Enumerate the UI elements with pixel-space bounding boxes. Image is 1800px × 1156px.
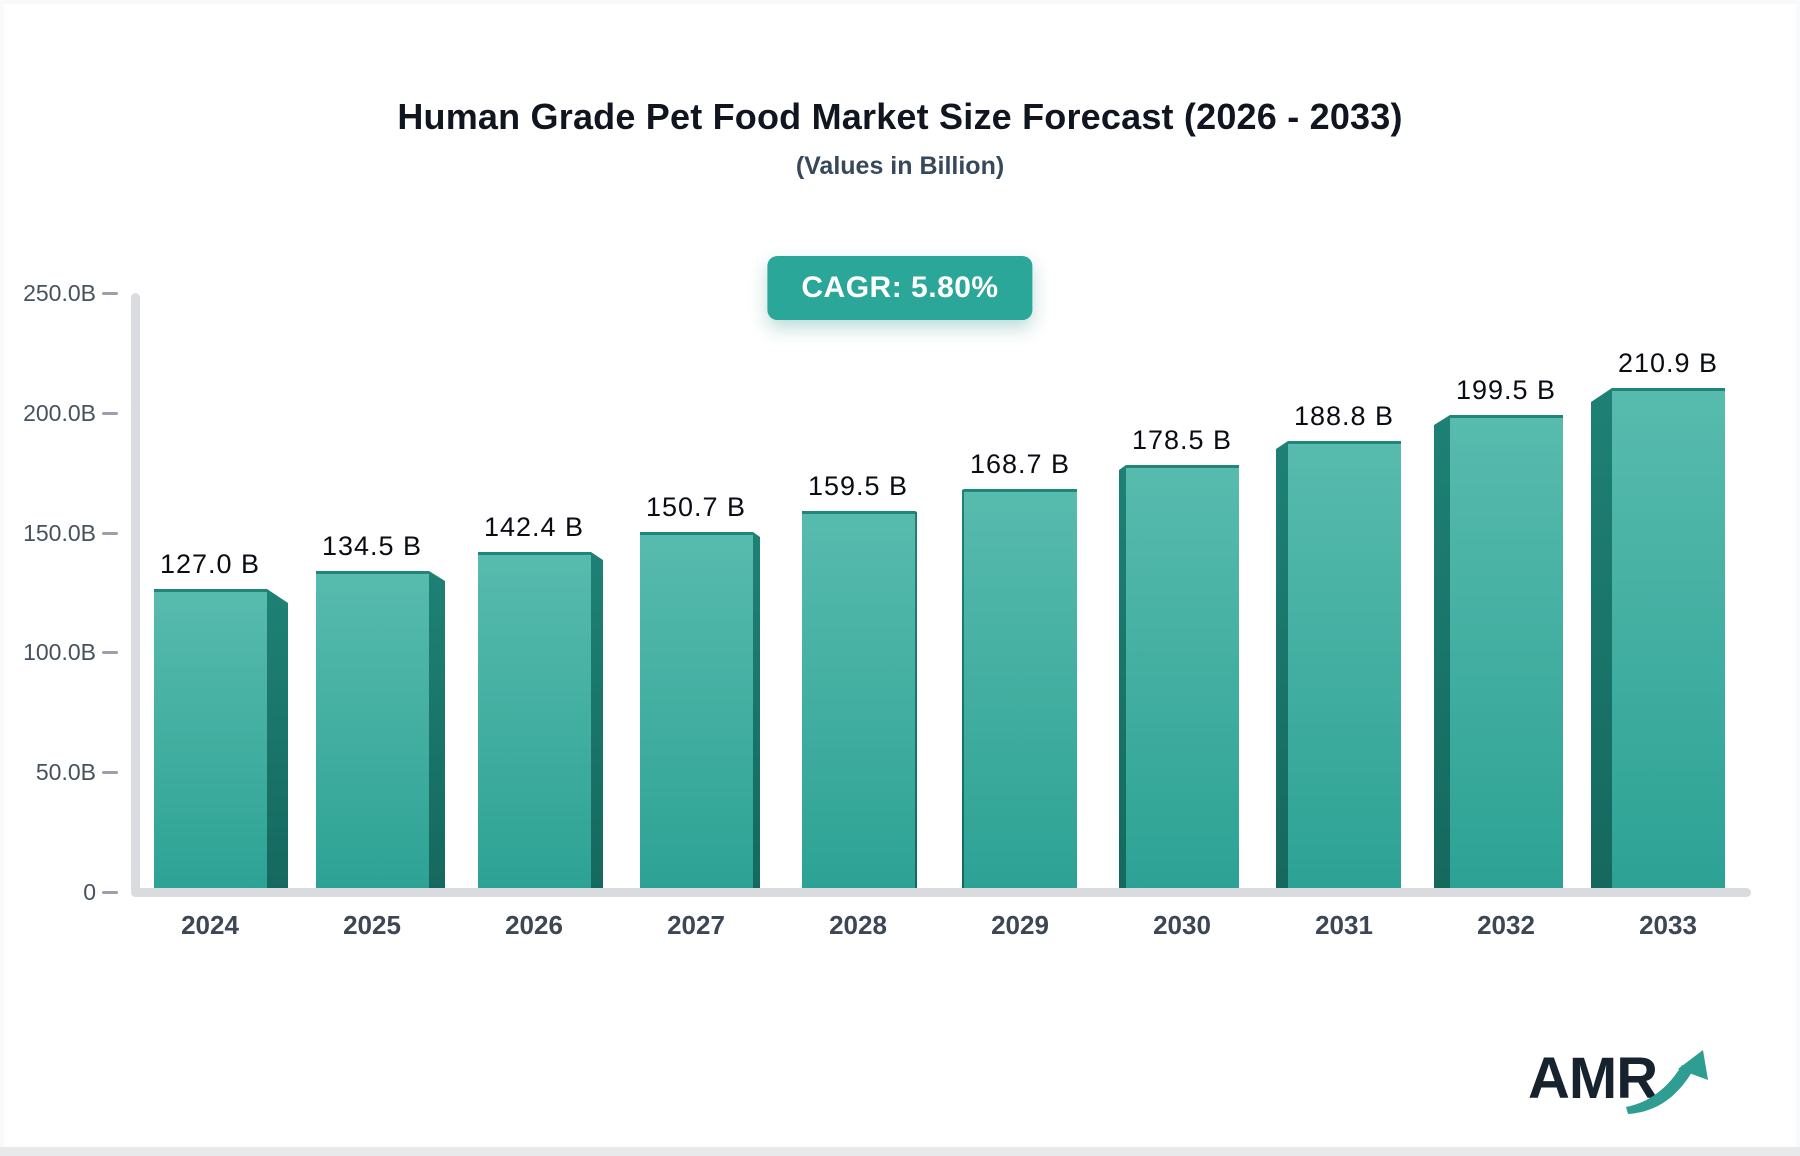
y-axis-tick-mark [102, 771, 118, 775]
y-axis-tick-label: 250.0B [23, 280, 96, 306]
chart-subtitle: (Values in Billion) [795, 152, 1005, 180]
amr-logo-text: AMR [1528, 1046, 1657, 1111]
bar-3d-side [1591, 388, 1612, 893]
bar-2033[interactable] [1612, 388, 1725, 893]
plot-area: Human Grade Pet Food Market Size Forecas… [4, 4, 1796, 1147]
y-axis-tick-label: 100.0B [23, 639, 96, 666]
cagr-badge: CAGR: 5.80% [767, 256, 1033, 320]
y-axis-tick-mark [102, 292, 118, 295]
bar-value-label: 134.5 B [321, 531, 423, 561]
bar-value-label: 159.5 B [807, 471, 909, 501]
bar-3d-side [1276, 441, 1288, 893]
y-axis-line [131, 293, 140, 896]
bar-value-label: 142.4 B [483, 512, 585, 542]
bar-value-label: 199.5 B [1455, 375, 1557, 405]
bar-2031[interactable] [1288, 441, 1401, 893]
y-axis-tick-mark [102, 531, 118, 535]
x-axis-line [131, 888, 1751, 897]
y-axis-tick-label: 50.0B [35, 759, 96, 786]
bar-3d-side [915, 511, 917, 893]
chart-title: Human Grade Pet Food Market Size Forecas… [397, 96, 1403, 137]
x-axis-label-2024: 2024 [181, 910, 239, 940]
y-axis-tick-mark [102, 891, 118, 894]
bar-value-label: 127.0 B [159, 549, 261, 579]
y-axis-tick-mark [102, 411, 118, 415]
x-axis-label-2031: 2031 [1315, 910, 1373, 940]
bar-2029[interactable] [964, 489, 1077, 893]
x-axis-label-2032: 2032 [1477, 910, 1535, 940]
bar-value-label: 210.9 B [1617, 348, 1719, 378]
amr-logo-arrow-swoosh [1626, 1065, 1692, 1114]
bar-3d-side [429, 571, 445, 893]
bar-value-label: 188.8 B [1293, 401, 1395, 431]
bar-2025[interactable] [316, 571, 429, 893]
bar-3d-side [753, 532, 760, 893]
x-axis-label-2028: 2028 [829, 910, 887, 940]
chart-card: Human Grade Pet Food Market Size Forecas… [4, 4, 1796, 1147]
y-axis-tick-mark [102, 651, 118, 655]
bar-2026[interactable] [478, 552, 591, 893]
bar-value-label: 178.5 B [1131, 425, 1233, 455]
y-axis-tick-label: 0 [83, 879, 96, 905]
bar-3d-side [1119, 465, 1126, 893]
bar-2024[interactable] [154, 589, 267, 893]
bar-value-label: 168.7 B [969, 449, 1071, 479]
bar-2028[interactable] [802, 511, 915, 893]
x-axis-label-2030: 2030 [1153, 910, 1211, 940]
bottom-strip [0, 1147, 1800, 1156]
x-axis-label-2025: 2025 [343, 910, 401, 940]
y-axis-tick-label: 200.0B [23, 399, 96, 426]
y-axis-tick-label: 150.0B [23, 519, 96, 546]
x-axis-label-2029: 2029 [991, 910, 1049, 940]
bar-value-label: 150.7 B [645, 492, 747, 522]
amr-logo-arrow-head [1678, 1050, 1708, 1080]
bar-2027[interactable] [640, 532, 753, 893]
x-axis-label-2026: 2026 [505, 910, 563, 940]
bar-2032[interactable] [1450, 415, 1563, 893]
x-axis-label-2027: 2027 [667, 910, 725, 940]
bar-3d-side [591, 552, 603, 893]
bar-3d-side [1434, 415, 1450, 893]
amr-logo: AMR [1528, 1046, 1708, 1114]
bar-2030[interactable] [1126, 465, 1239, 893]
bar-3d-side [962, 489, 964, 893]
bar-3d-side [267, 589, 288, 893]
x-axis-label-2033: 2033 [1639, 910, 1697, 940]
